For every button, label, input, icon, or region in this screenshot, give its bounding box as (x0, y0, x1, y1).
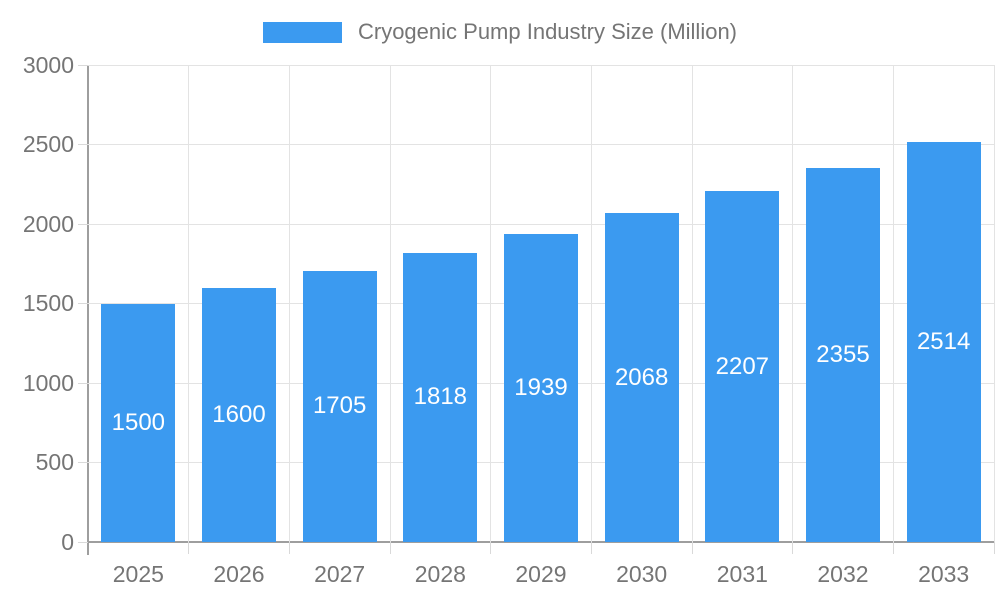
y-axis-tick-label: 500 (35, 449, 74, 475)
v-gridline (892, 65, 894, 542)
bar-value-label: 1818 (413, 383, 468, 411)
x-axis-tick (993, 542, 995, 554)
x-axis-tick-label: 2025 (112, 561, 164, 587)
x-axis-line (87, 541, 995, 543)
x-axis-tick (590, 542, 592, 554)
x-axis-tick (288, 542, 290, 554)
h-gridline (88, 64, 994, 66)
bar[interactable] (403, 252, 478, 542)
y-axis-tick-label: 3000 (22, 51, 74, 78)
x-axis-tick (691, 542, 693, 554)
bar[interactable] (604, 213, 679, 542)
y-axis-line (87, 65, 89, 555)
x-axis-tick-label: 2028 (414, 561, 466, 587)
x-axis-tick-label: 2029 (515, 561, 567, 587)
y-axis-tick (78, 64, 88, 66)
y-axis-tick (78, 382, 88, 384)
v-gridline (490, 65, 492, 542)
bar[interactable] (806, 167, 880, 542)
x-axis-tick-label: 2030 (616, 561, 668, 587)
y-axis-tick (78, 541, 88, 543)
bar[interactable] (202, 287, 276, 542)
y-axis-tick-label: 2000 (22, 210, 74, 237)
x-axis-tick-label: 2026 (213, 561, 265, 587)
v-gridline (590, 65, 592, 542)
v-gridline (993, 65, 995, 542)
y-axis-tick (78, 462, 88, 463)
v-gridline (389, 65, 391, 542)
y-axis-tick (78, 223, 88, 225)
x-axis-tick (389, 542, 391, 554)
y-axis-tick (78, 303, 88, 304)
v-gridline (288, 65, 290, 542)
y-axis-tick-label: 2500 (22, 131, 74, 157)
x-axis-tick-label: 2031 (716, 561, 768, 587)
bar[interactable] (504, 233, 578, 542)
v-gridline (691, 65, 693, 542)
bar-value-label: 2514 (916, 328, 971, 356)
bar[interactable] (302, 270, 377, 542)
x-axis-tick-label: 2032 (817, 561, 869, 587)
bar[interactable] (705, 191, 780, 542)
bar-value-label: 1705 (312, 392, 367, 420)
x-axis-tick-label: 2033 (918, 561, 970, 587)
bar-value-label: 1500 (111, 408, 166, 436)
h-gridline (88, 223, 994, 225)
v-gridline (188, 65, 190, 542)
y-axis-tick (78, 144, 88, 145)
bar[interactable] (101, 303, 176, 542)
plot-area: 0 500 1000 1500 2000 2500 3000 1500 2025 1600 2026… (23, 53, 995, 586)
y-axis-tick-label: 0 (61, 528, 74, 555)
x-axis-tick (892, 542, 894, 554)
legend-swatch (262, 21, 342, 43)
x-axis-tick (87, 542, 89, 554)
legend: Cryogenic Pump Industry Size (Million) (0, 20, 1000, 44)
bar-value-label: 1600 (212, 400, 266, 428)
h-gridline (88, 144, 994, 145)
x-axis-tick (490, 542, 492, 554)
bar-value-label: 1939 (514, 373, 568, 401)
x-axis-tick-label: 2027 (314, 561, 366, 587)
bar-value-label: 2068 (614, 363, 669, 391)
x-axis-tick (188, 542, 190, 554)
legend-item[interactable]: Cryogenic Pump Industry Size (Million) (262, 19, 738, 44)
y-axis-tick-label: 1500 (22, 290, 74, 316)
v-gridline (792, 65, 794, 542)
bar[interactable] (906, 142, 981, 542)
legend-label: Cryogenic Pump Industry Size (Million) (357, 19, 738, 44)
bar-value-label: 2207 (715, 352, 770, 380)
y-axis-tick-label: 1000 (22, 369, 74, 396)
bar-value-label: 2355 (816, 340, 870, 368)
x-axis-tick (792, 542, 794, 554)
